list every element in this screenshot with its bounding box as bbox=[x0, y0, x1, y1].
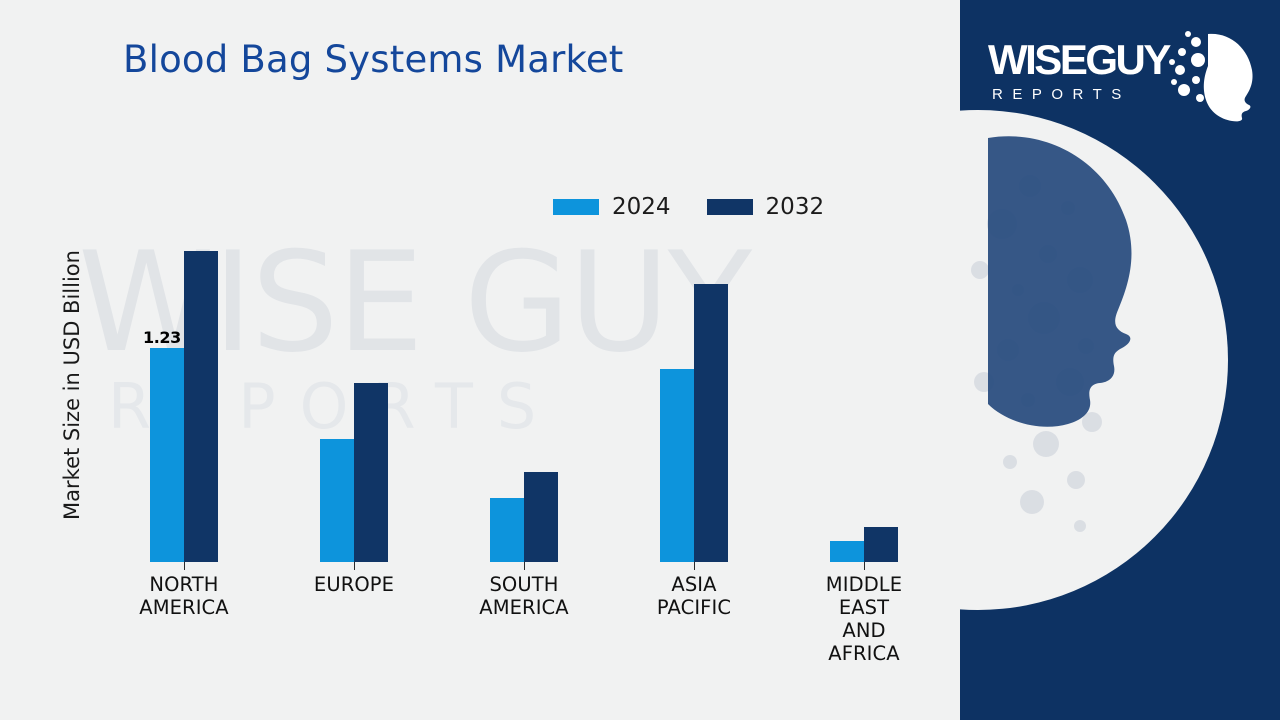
bar-2024-1[interactable] bbox=[320, 438, 354, 562]
brand-panel: WISEGUY REPORTS bbox=[960, 0, 1280, 720]
category-label-line: NORTH bbox=[149, 573, 219, 596]
category-label-line: MIDDLE bbox=[825, 573, 903, 596]
category-label-line: AND bbox=[842, 619, 886, 642]
head-profile-silhouette bbox=[988, 136, 1132, 427]
category-label-line: AMERICA bbox=[479, 596, 569, 619]
bar-pair bbox=[490, 180, 558, 562]
legend-swatch-2024 bbox=[553, 199, 599, 215]
legend-item-2024[interactable]: 2024 bbox=[553, 194, 671, 220]
bar-group-2 bbox=[490, 180, 558, 562]
category-label-line: PACIFIC bbox=[656, 596, 732, 619]
category-label-3: ASIA PACIFIC bbox=[604, 573, 784, 619]
category-label-line: SOUTH bbox=[489, 573, 559, 596]
bar-2032-0[interactable] bbox=[184, 251, 218, 562]
category-label-1: EUROPE bbox=[264, 573, 444, 596]
brand-logo: WISEGUY REPORTS bbox=[986, 30, 1256, 122]
axis-tick-0 bbox=[184, 562, 185, 570]
legend-label-2024: 2024 bbox=[612, 194, 671, 220]
brand-wordmark: WISEGUY bbox=[988, 36, 1171, 83]
axis-tick-4 bbox=[864, 562, 865, 570]
bar-2024-2[interactable] bbox=[490, 497, 524, 562]
legend-item-2032[interactable]: 2032 bbox=[706, 194, 825, 220]
bar-2024-0[interactable] bbox=[150, 348, 184, 562]
head-profile-icon bbox=[1169, 31, 1253, 122]
chart-panel: WISE GUY REPORTS Blood Bag Systems Marke… bbox=[60, 38, 926, 665]
axis-tick-3 bbox=[694, 562, 695, 570]
bar-chart-plot: 1.23 NORTH AMERICA EUROPE SOUTH AMERICA ASIA PA… bbox=[96, 180, 926, 665]
bar-group-3 bbox=[660, 180, 728, 562]
category-label-line: EUROPE bbox=[313, 573, 395, 596]
axis-tick-1 bbox=[354, 562, 355, 570]
bar-2024-3[interactable] bbox=[660, 369, 694, 562]
bar-value-label: 1.23 bbox=[143, 328, 181, 348]
category-label-line: ASIA bbox=[671, 573, 717, 596]
bar-group-1 bbox=[320, 180, 388, 562]
axis-tick-2 bbox=[524, 562, 525, 570]
legend-label-2032: 2032 bbox=[765, 194, 825, 220]
bar-pair bbox=[320, 180, 388, 562]
bar-pair bbox=[660, 180, 728, 562]
legend-swatch-2032 bbox=[706, 199, 753, 215]
bar-2032-2[interactable] bbox=[524, 471, 558, 562]
category-label-4: MIDDLE EAST AND AFRICA bbox=[774, 573, 954, 665]
bar-pair bbox=[830, 180, 898, 562]
category-label-2: SOUTH AMERICA bbox=[434, 573, 614, 619]
brand-subtitle: REPORTS bbox=[992, 86, 1131, 103]
bar-2032-1[interactable] bbox=[354, 383, 388, 562]
bar-2032-4[interactable] bbox=[864, 527, 898, 562]
category-label-line: EAST bbox=[838, 596, 890, 619]
category-label-0: NORTH AMERICA bbox=[94, 573, 274, 619]
bar-group-4 bbox=[830, 180, 898, 562]
bar-2032-3[interactable] bbox=[694, 284, 728, 562]
category-label-line: AFRICA bbox=[828, 642, 900, 665]
bar-pair bbox=[150, 180, 218, 562]
y-axis-title: Market Size in USD Billion bbox=[60, 250, 84, 520]
chart-legend: 2024 2032 bbox=[553, 194, 824, 220]
bar-group-0 bbox=[150, 180, 218, 562]
bar-2024-4[interactable] bbox=[830, 541, 864, 562]
page-title: Blood Bag Systems Market bbox=[123, 38, 624, 81]
category-label-line: AMERICA bbox=[139, 596, 229, 619]
